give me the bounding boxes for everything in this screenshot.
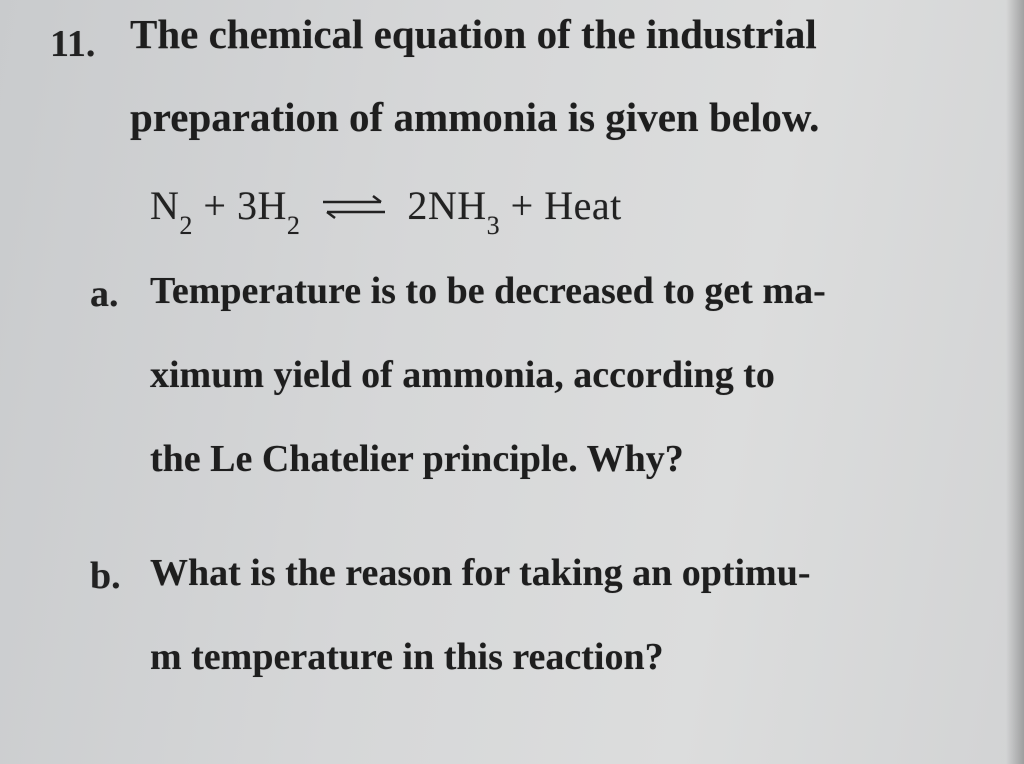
eq-lhs-sub2: 2 bbox=[287, 211, 301, 240]
part-a-body: Temperature is to be decreased to get ma… bbox=[150, 272, 1000, 478]
question-stem-line2: preparation of ammonia is given below. bbox=[130, 97, 990, 138]
part-b-line1: What is the reason for taking an optimu- bbox=[150, 554, 1000, 592]
part-a-line1: Temperature is to be decreased to get ma… bbox=[150, 272, 1000, 310]
part-b-letter: b. bbox=[90, 554, 121, 598]
question-stem: The chemical equation of the industrial … bbox=[130, 14, 990, 138]
eq-heat: Heat bbox=[544, 183, 622, 228]
eq-plus2: + bbox=[511, 183, 534, 228]
question-stem-line1: The chemical equation of the industrial bbox=[130, 14, 990, 55]
eq-rhs-species: NH bbox=[428, 183, 487, 228]
eq-lhs-species1: N bbox=[150, 183, 179, 228]
eq-lhs-species2: H bbox=[257, 183, 286, 228]
equilibrium-arrow-icon bbox=[319, 195, 389, 225]
part-a-line3: the Le Chatelier principle. Why? bbox=[150, 440, 1000, 478]
eq-lhs-coef2: 3 bbox=[237, 183, 258, 228]
eq-rhs-coef: 2 bbox=[407, 183, 428, 228]
part-a-letter: a. bbox=[90, 272, 119, 316]
eq-plus1: + bbox=[203, 183, 226, 228]
part-b-line2: m temperature in this reaction? bbox=[150, 638, 1000, 676]
eq-lhs-sub1: 2 bbox=[179, 211, 193, 240]
part-b-body: What is the reason for taking an optimu-… bbox=[150, 554, 1000, 676]
chemical-equation: N2 + 3H2 2NH3 + Heat bbox=[150, 182, 622, 235]
page-edge-shadow bbox=[1006, 0, 1024, 764]
page-container: 11. The chemical equation of the industr… bbox=[0, 0, 1024, 764]
question-number: 11. bbox=[50, 22, 95, 66]
part-a-line2: ximum yield of ammonia, according to bbox=[150, 356, 1000, 394]
eq-rhs-sub: 3 bbox=[487, 211, 501, 240]
